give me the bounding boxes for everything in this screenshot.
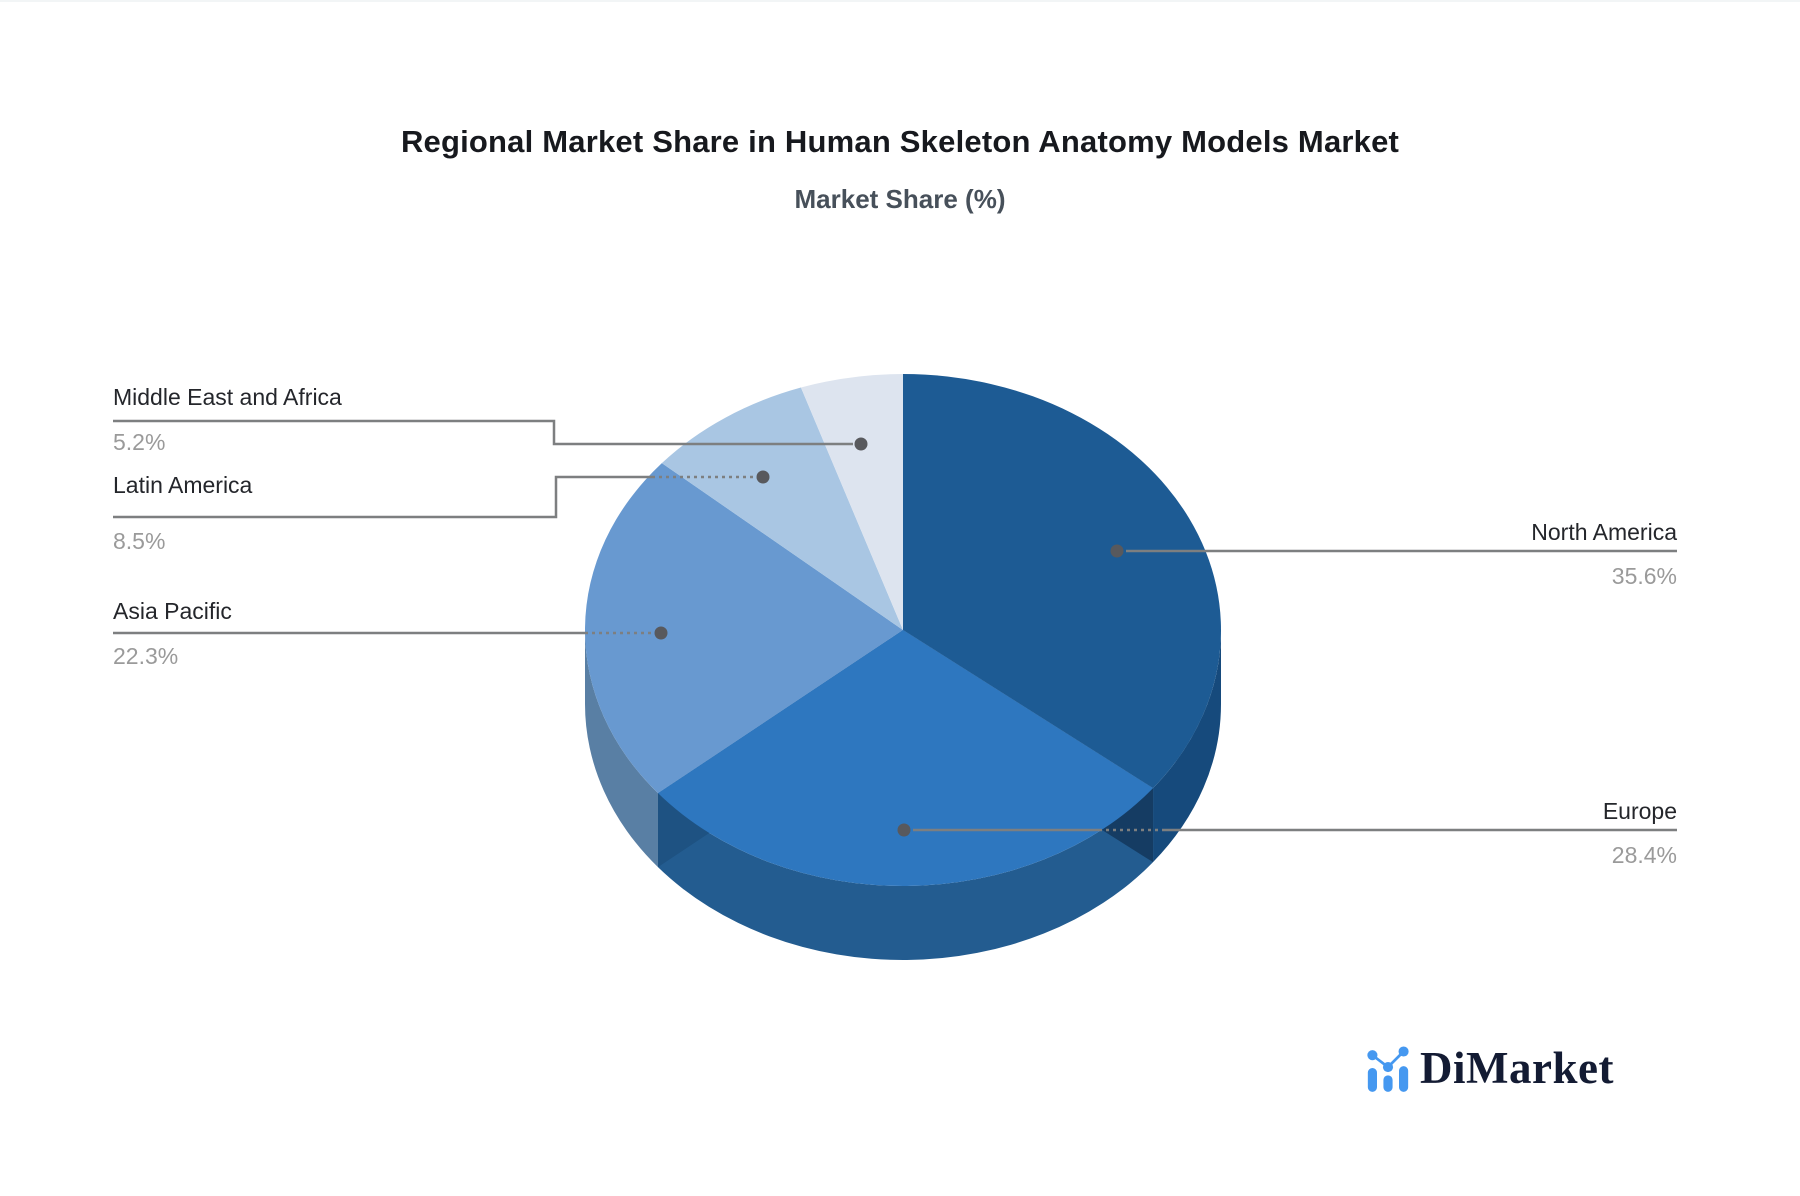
pie-slice-asia-pacific[interactable]: [585, 463, 903, 794]
pie-slice-europe[interactable]: [657, 630, 1154, 886]
brand-logo-text: DiMarket: [1420, 1043, 1614, 1093]
pct-latin-america: 8.5%: [113, 528, 166, 554]
pct-middle-east-and-africa: 5.2%: [113, 429, 166, 455]
pie-side-asia-pacific: [585, 630, 658, 868]
anchor-dot-latin-america: [756, 470, 770, 484]
pie-side-europe: [657, 788, 1154, 960]
pie-slice-latin-america[interactable]: [661, 387, 903, 630]
label-asia-pacific: Asia Pacific: [113, 598, 232, 624]
anchor-dot-middle-east-and-africa: [854, 437, 868, 451]
leader-line-middle-east-and-africa: [113, 419, 853, 446]
pie-slice-middle-east-and-africa[interactable]: [800, 374, 903, 630]
pie-slice-north-america[interactable]: [903, 374, 1221, 789]
label-latin-america: Latin America: [113, 472, 253, 498]
anchor-dot-north-america: [1110, 544, 1124, 558]
label-europe: Europe: [1602, 798, 1677, 824]
brand-logo: DiMarket: [1366, 1040, 1614, 1092]
leader-line-latin-america: [113, 475, 652, 519]
pct-asia-pacific: 22.3%: [113, 643, 179, 669]
label-middle-east-and-africa: Middle East and Africa: [113, 384, 342, 410]
label-north-america: North America: [1531, 519, 1677, 545]
anchor-dot-europe: [897, 823, 911, 837]
pie-side-north-america: [1153, 630, 1221, 863]
top-hairline: [0, 0, 1800, 2]
pct-north-america: 35.6%: [1611, 563, 1677, 589]
anchor-dot-asia-pacific: [654, 626, 668, 640]
pct-europe: 28.4%: [1611, 842, 1677, 868]
chart-subtitle: Market Share (%): [794, 184, 1006, 214]
chart-title: Regional Market Share in Human Skeleton …: [400, 124, 1400, 159]
logo-chart-icon: [1367, 1046, 1409, 1092]
